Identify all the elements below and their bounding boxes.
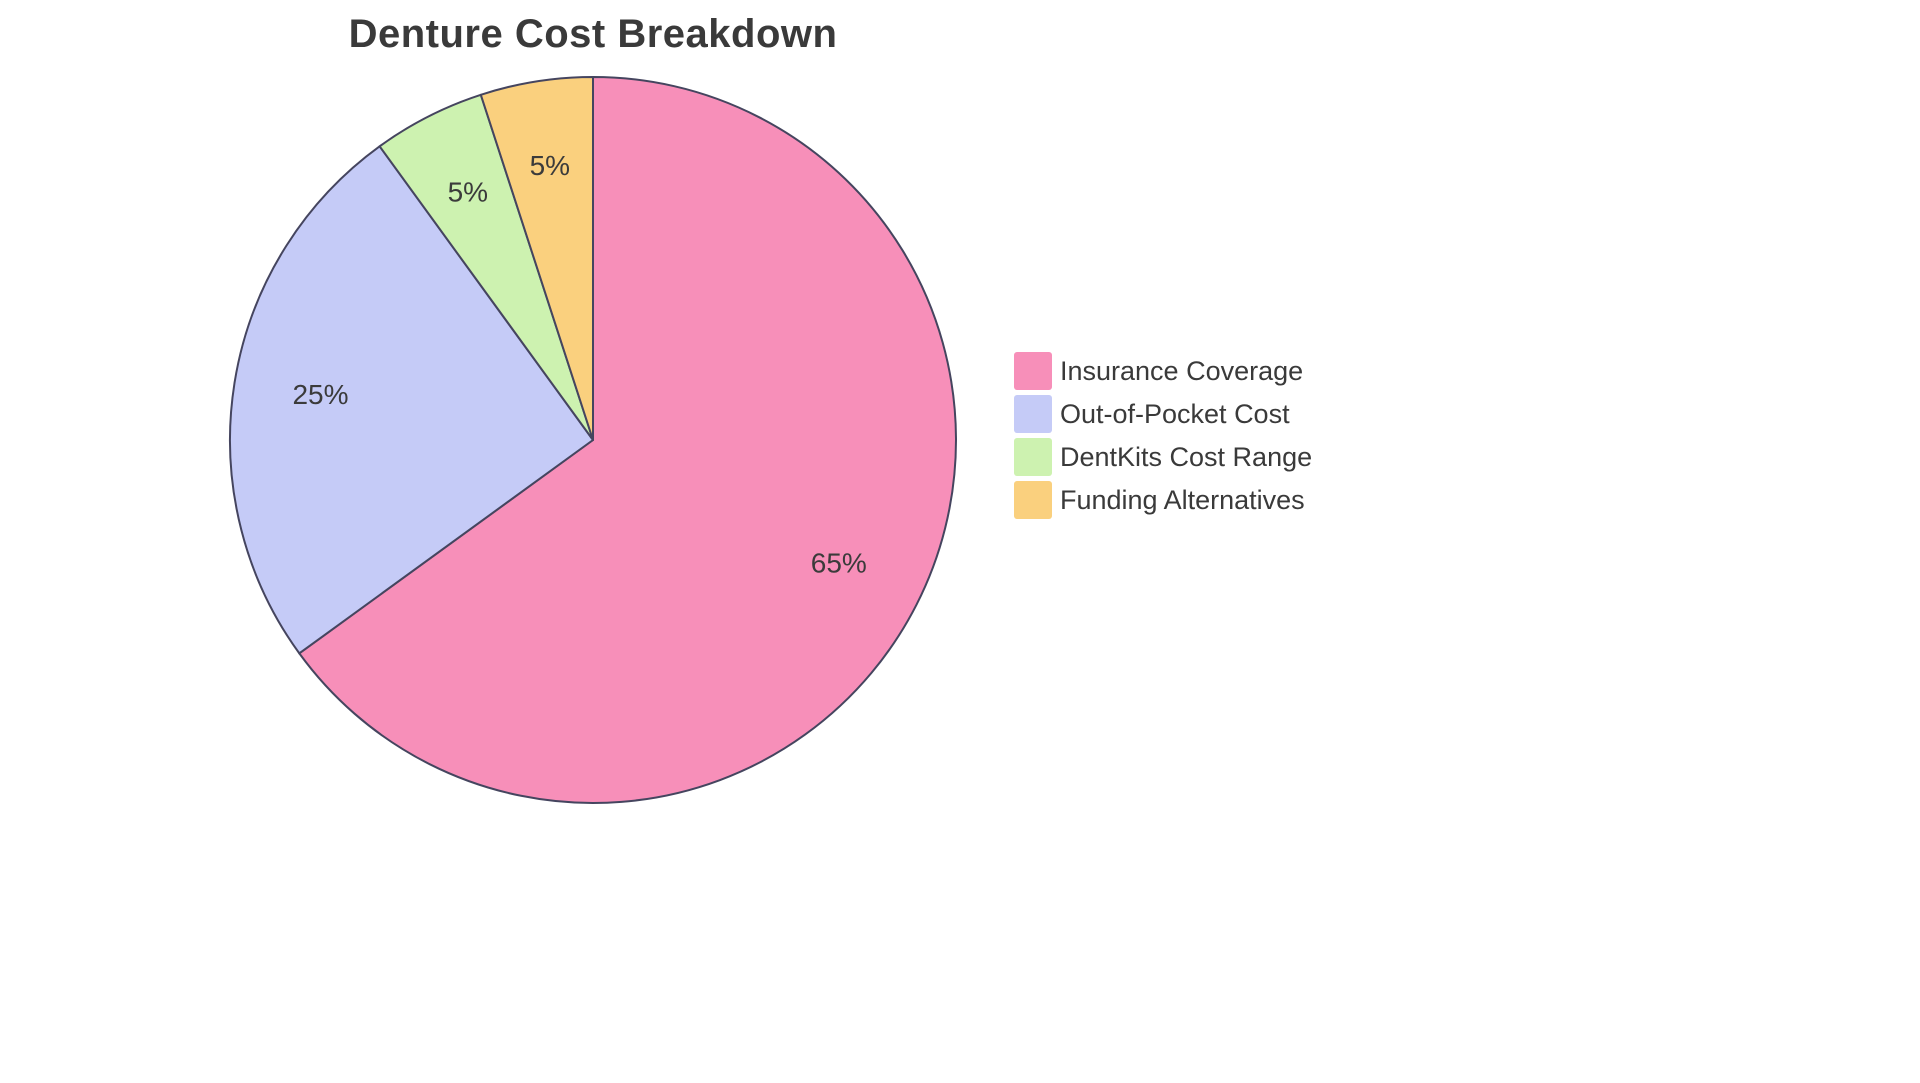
pie-slice-out-of-pocket-cost xyxy=(229,145,594,655)
legend-label: Insurance Coverage xyxy=(1060,355,1304,386)
pie-slice-funding-alternatives xyxy=(479,76,594,441)
pie-percent-label: 5% xyxy=(448,177,488,208)
legend-swatch xyxy=(1014,481,1052,519)
legend-swatch xyxy=(1014,352,1052,390)
pie-percent-label: 25% xyxy=(292,379,348,410)
legend-label: Funding Alternatives xyxy=(1060,484,1305,515)
legend-label: Out-of-Pocket Cost xyxy=(1060,398,1290,429)
chart-legend: Insurance Coverage Out-of-Pocket Cost Dent… xyxy=(1014,352,1312,519)
legend-item: DentKits Cost Range xyxy=(1014,438,1312,476)
legend-label: DentKits Cost Range xyxy=(1060,441,1313,472)
pie-percent-label: 5% xyxy=(530,150,570,181)
legend-item: Insurance Coverage xyxy=(1014,352,1312,390)
pie-percent-label: 65% xyxy=(811,548,867,579)
legend-swatch xyxy=(1014,395,1052,433)
legend-item: Funding Alternatives xyxy=(1014,481,1312,519)
chart-title: Denture Cost Breakdown xyxy=(348,12,838,56)
pie-slice-insurance-coverage xyxy=(298,76,957,804)
legend-item: Out-of-Pocket Cost xyxy=(1014,395,1312,433)
legend-swatch xyxy=(1014,438,1052,476)
